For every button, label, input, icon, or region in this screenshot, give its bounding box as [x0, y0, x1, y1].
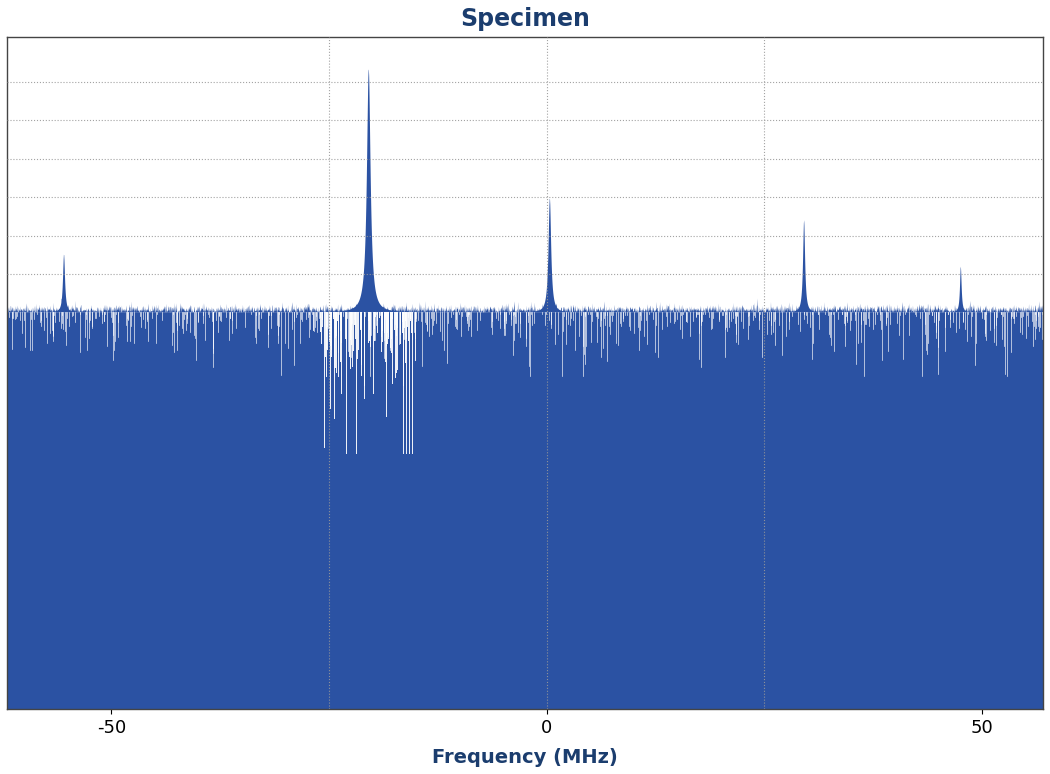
- Title: Specimen: Specimen: [460, 7, 590, 31]
- X-axis label: Frequency (MHz): Frequency (MHz): [433, 748, 617, 767]
